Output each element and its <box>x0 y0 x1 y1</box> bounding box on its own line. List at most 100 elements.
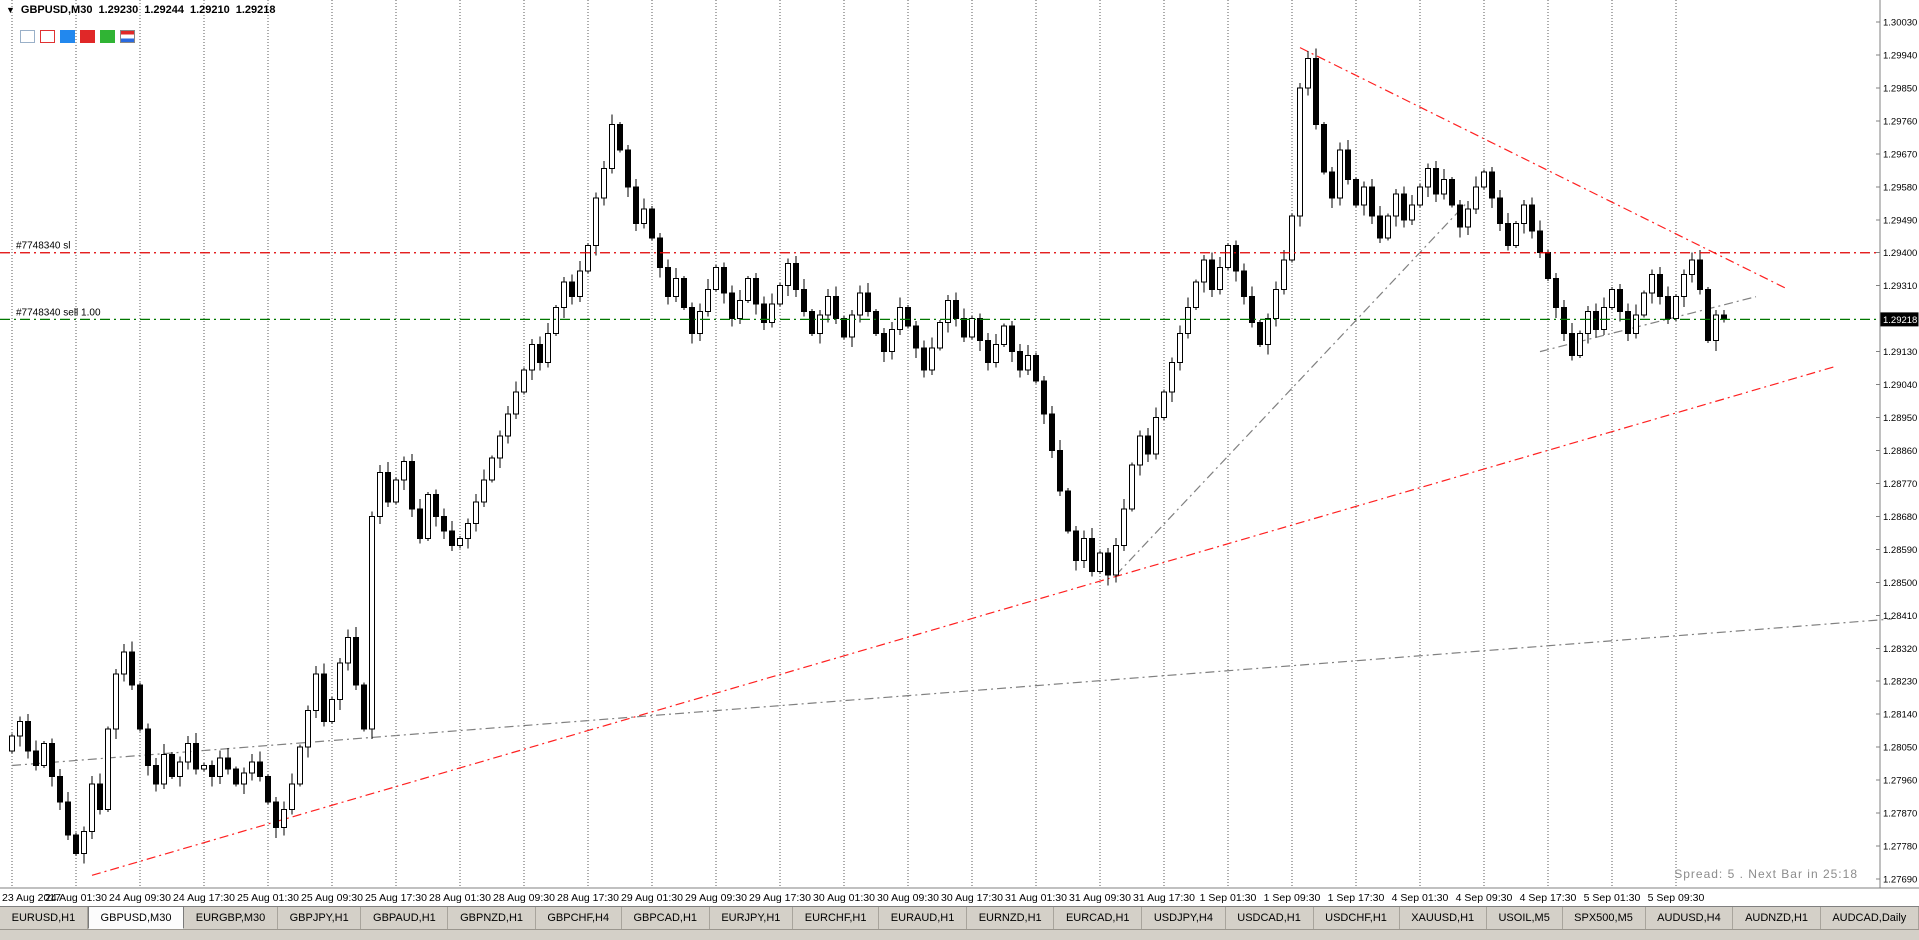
time-axis-label: 1 Sep 09:30 <box>1264 892 1321 904</box>
chart-tab-eurcad-h1[interactable]: EURCAD,H1 <box>1054 907 1143 929</box>
price-axis-label: 1.28500 <box>1883 578 1917 589</box>
candle-body <box>945 299 951 323</box>
chart-tab-eurnzd-h1[interactable]: EURNZD,H1 <box>967 907 1055 929</box>
candle-body <box>713 266 719 290</box>
ascending-gray-short-trendline[interactable] <box>1539 296 1757 353</box>
chart-tab-xauusd-h1[interactable]: XAUUSD,H1 <box>1400 907 1487 929</box>
price-axis-label: 1.28590 <box>1883 545 1917 556</box>
candle-body <box>361 684 367 730</box>
candle-body <box>673 277 679 298</box>
candle-body <box>1681 274 1687 298</box>
red-box-marker[interactable] <box>80 30 95 43</box>
candle-body <box>1705 288 1711 342</box>
candle-body <box>177 761 183 777</box>
chart-ohlc-info: ▼ GBPUSD,M30 1.29230 1.29244 1.29210 1.2… <box>6 4 276 16</box>
candle-body <box>1601 307 1607 331</box>
chart-tab-gbpchf-h4[interactable]: GBPCHF,H4 <box>536 907 622 929</box>
candle-body <box>1337 149 1343 199</box>
candle-body <box>857 292 863 316</box>
candle-body <box>185 742 191 763</box>
candle-body <box>1409 204 1415 221</box>
candle-body <box>1377 215 1383 239</box>
candle-body <box>801 288 807 312</box>
chart-tab-gbpjpy-h1[interactable]: GBPJPY,H1 <box>278 907 362 929</box>
ascending-gray-long-trendline[interactable] <box>11 618 1893 767</box>
candle-body <box>953 299 959 320</box>
candle-body <box>393 479 399 503</box>
chart-tab-gbpcad-h1[interactable]: GBPCAD,H1 <box>622 907 710 929</box>
candle-body <box>1169 362 1175 393</box>
white-box-marker[interactable] <box>20 30 35 43</box>
candle-body <box>1497 197 1503 224</box>
time-axis-label: 28 Aug 01:30 <box>429 892 491 904</box>
blue-box-marker[interactable] <box>60 30 75 43</box>
chart-canvas[interactable]: 23 Aug 2017 24 Aug 01:30 24 Aug 09:30 24 Au… <box>0 0 1919 906</box>
candle-body <box>1161 391 1167 419</box>
chart-tab-eurgbp-m30[interactable]: EURGBP,M30 <box>184 907 278 929</box>
chart-tab-audcad-daily[interactable]: AUDCAD,Daily <box>1821 907 1919 929</box>
chart-tab-gbpnzd-h1[interactable]: GBPNZD,H1 <box>448 907 536 929</box>
candle-body <box>761 303 767 323</box>
candle-body <box>697 310 703 334</box>
candle-body <box>433 493 439 517</box>
time-axis-label: 24 Aug 17:30 <box>173 892 235 904</box>
candle-body <box>1529 204 1535 232</box>
red-frame-box-marker[interactable] <box>40 30 55 43</box>
time-axis-label: 4 Sep 01:30 <box>1392 892 1449 904</box>
chart-tab-usdcad-h1[interactable]: USDCAD,H1 <box>1226 907 1314 929</box>
candle-body <box>665 266 671 298</box>
candle-body <box>161 753 167 785</box>
chart-tab-usdjpy-h4[interactable]: USDJPY,H4 <box>1142 907 1226 929</box>
candle-body <box>329 699 335 723</box>
time-axis-label: 1 Sep 01:30 <box>1200 892 1257 904</box>
candle-body <box>529 343 535 371</box>
candle-body <box>1585 310 1591 334</box>
chart-tab-gbpusd-m30[interactable]: GBPUSD,M30 <box>87 906 185 929</box>
chart-tab-usdchf-h1[interactable]: USDCHF,H1 <box>1314 907 1400 929</box>
candle-body <box>1257 321 1263 345</box>
price-axis[interactable]: 1.30030 1.29940 1.29850 1.29760 1.29670 1.295… <box>1876 18 1917 886</box>
candle-body <box>297 746 303 785</box>
candle-body <box>1425 167 1431 188</box>
candle-body <box>337 662 343 701</box>
candle-body <box>281 808 287 829</box>
chart-tab-eurjpy-h1[interactable]: EURJPY,H1 <box>710 907 794 929</box>
ohlc-high: 1.29244 <box>144 4 184 16</box>
candle-body <box>825 296 831 316</box>
flag-box-marker[interactable] <box>120 30 135 43</box>
candle-body <box>369 515 375 730</box>
candle-body <box>1177 332 1183 364</box>
candle-body <box>1273 288 1279 320</box>
green-box-marker[interactable] <box>100 30 115 43</box>
chart-tab-usoil-m5[interactable]: USOIL,M5 <box>1487 907 1563 929</box>
chart-tab-gbpaud-h1[interactable]: GBPAUD,H1 <box>361 907 449 929</box>
chart-tab-eurchf-h1[interactable]: EURCHF,H1 <box>793 907 880 929</box>
candle-body <box>601 167 607 199</box>
candle-body <box>1721 314 1727 320</box>
chart-tab-audnzd-h1[interactable]: AUDNZD,H1 <box>1733 907 1821 929</box>
price-axis-label: 1.28680 <box>1883 512 1917 523</box>
current-price-tag <box>1880 312 1919 327</box>
chart-tab-spx500-m5[interactable]: SPX500,M5 <box>1563 907 1646 929</box>
chart-tab-audusd-h4[interactable]: AUDUSD,H4 <box>1646 907 1734 929</box>
candle-body <box>1345 149 1351 180</box>
candle-body <box>617 124 623 151</box>
window-menu-icon[interactable]: ▼ <box>6 5 15 15</box>
candle-body <box>521 369 527 393</box>
bottom-scroll-strip[interactable] <box>0 929 1919 940</box>
chart-symbol-label: GBPUSD,M30 <box>20 4 93 16</box>
time-axis-label: 29 Aug 17:30 <box>749 892 811 904</box>
price-axis-label: 1.27780 <box>1883 842 1917 853</box>
candle-body <box>841 318 847 338</box>
descending-red-trendline[interactable] <box>1299 47 1789 290</box>
candle-body <box>1305 58 1311 89</box>
candle-body <box>1289 215 1295 261</box>
candle-body <box>345 636 351 664</box>
chart-tab-euraud-h1[interactable]: EURAUD,H1 <box>879 907 968 929</box>
candle-body <box>81 830 87 854</box>
chart-tab-eurusd-h1[interactable]: EURUSD,H1 <box>0 907 88 929</box>
candle-body <box>1665 296 1671 320</box>
ohlc-low: 1.29210 <box>189 4 230 16</box>
